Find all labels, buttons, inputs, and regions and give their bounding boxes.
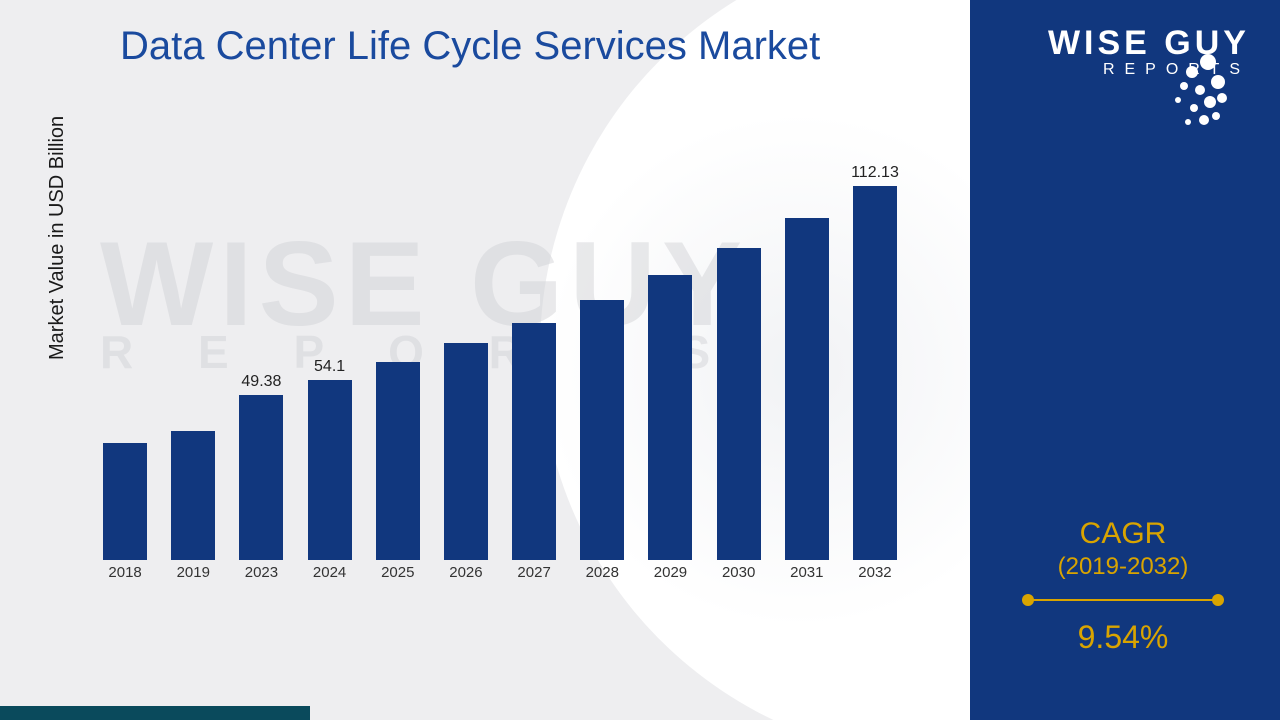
bar [168, 427, 218, 560]
brand-dots-icon [1138, 42, 1238, 142]
cagr-divider [1028, 599, 1218, 601]
x-tick-label: 2019 [168, 560, 218, 600]
x-axis: 2018 2019 2023 2024 2025 2026 2027 2028 2029 2030… [100, 560, 900, 600]
x-tick-label: 2032 [850, 560, 900, 600]
x-tick-label: 2023 [236, 560, 286, 600]
bar-chart-plot: 49.38 54.1 112.13 2018 2019 2023 2024 2025 2026… [60, 140, 900, 600]
bar [441, 339, 491, 560]
x-tick-label: 2028 [577, 560, 627, 600]
brand-logo: WISE GUY REPORTS [1048, 24, 1250, 79]
x-tick-label: 2027 [509, 560, 559, 600]
bar-rect [580, 300, 624, 560]
x-tick-label: 2024 [305, 560, 355, 600]
bar [509, 319, 559, 560]
bar: 112.13 [850, 164, 900, 560]
bar-rect [853, 186, 897, 560]
x-tick-label: 2025 [373, 560, 423, 600]
cagr-label: CAGR [1028, 517, 1218, 551]
x-tick-label: 2018 [100, 560, 150, 600]
chart-title: Data Center Life Cycle Services Market [120, 24, 820, 68]
bar-rect [717, 248, 761, 560]
cagr-panel: CAGR (2019-2032) 9.54% [1028, 517, 1218, 656]
cagr-value: 9.54% [1028, 619, 1218, 656]
cagr-range: (2019-2032) [1028, 553, 1218, 581]
bar: 54.1 [305, 358, 355, 560]
chart-canvas: WISE GUY R E P O R T S Data Center Life … [0, 0, 1280, 720]
bar [577, 296, 627, 560]
bar-rect [171, 431, 215, 560]
bar [714, 244, 764, 560]
bar [645, 271, 695, 560]
bar-rect [376, 362, 420, 560]
bar-value-label: 54.1 [314, 358, 345, 376]
bar-value-label: 112.13 [851, 164, 899, 182]
bar-rect [103, 443, 147, 560]
bar [782, 214, 832, 560]
x-tick-label: 2029 [645, 560, 695, 600]
bar: 49.38 [236, 373, 286, 560]
bars-container: 49.38 54.1 112.13 [100, 140, 900, 560]
bar-rect [308, 380, 352, 560]
x-tick-label: 2031 [782, 560, 832, 600]
bar-rect [444, 343, 488, 560]
bar-rect [512, 323, 556, 560]
x-tick-label: 2026 [441, 560, 491, 600]
footer-accent-bar [0, 706, 310, 720]
bar-rect [785, 218, 829, 560]
bar-rect [648, 275, 692, 560]
bar [100, 439, 150, 560]
x-tick-label: 2030 [714, 560, 764, 600]
bar [373, 358, 423, 560]
bar-value-label: 49.38 [241, 373, 281, 391]
bar-rect [239, 395, 283, 560]
